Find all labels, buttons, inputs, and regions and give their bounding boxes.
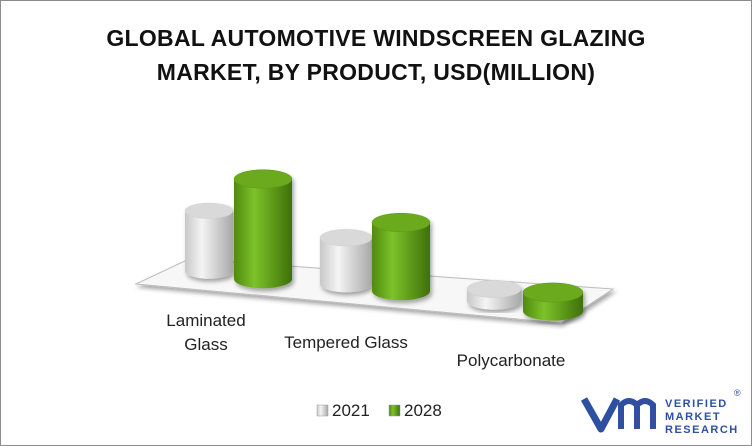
cylinder-top <box>371 212 431 233</box>
cylinder-top <box>522 282 584 303</box>
category-label: Polycarbonate <box>456 351 566 370</box>
legend-swatch <box>316 404 329 417</box>
logo-mark: ® <box>734 388 741 398</box>
cylinder-body <box>320 237 372 293</box>
logo-text: RESEARCH <box>665 424 739 436</box>
logo-text: VERIFIED <box>665 398 728 410</box>
cylinder-top <box>233 169 293 189</box>
category-label: Tempered Glass <box>284 333 408 352</box>
cylinder-top <box>466 280 522 298</box>
chart-title: GLOBAL AUTOMOTIVE WINDSCREEN GLAZING MAR… <box>106 25 646 85</box>
cylinder <box>184 202 234 279</box>
cylinder-body <box>372 222 430 301</box>
legend-label: 2021 <box>332 401 370 420</box>
cylinder-body <box>185 210 233 279</box>
cylinder-body <box>234 179 292 289</box>
category-label: Laminated Glass <box>166 311 246 354</box>
cylinder-top <box>319 229 373 247</box>
cylinder <box>466 280 522 310</box>
logo-text: MARKET <box>665 411 721 423</box>
cylinder <box>371 212 431 301</box>
cylinder <box>319 229 373 293</box>
legend-label: 2028 <box>404 401 442 420</box>
cylinder-top <box>184 202 234 219</box>
cylinder <box>522 282 584 321</box>
legend-swatch <box>388 404 401 417</box>
logo-v <box>580 397 621 433</box>
logo-m <box>618 398 656 429</box>
cylinder <box>233 169 293 289</box>
